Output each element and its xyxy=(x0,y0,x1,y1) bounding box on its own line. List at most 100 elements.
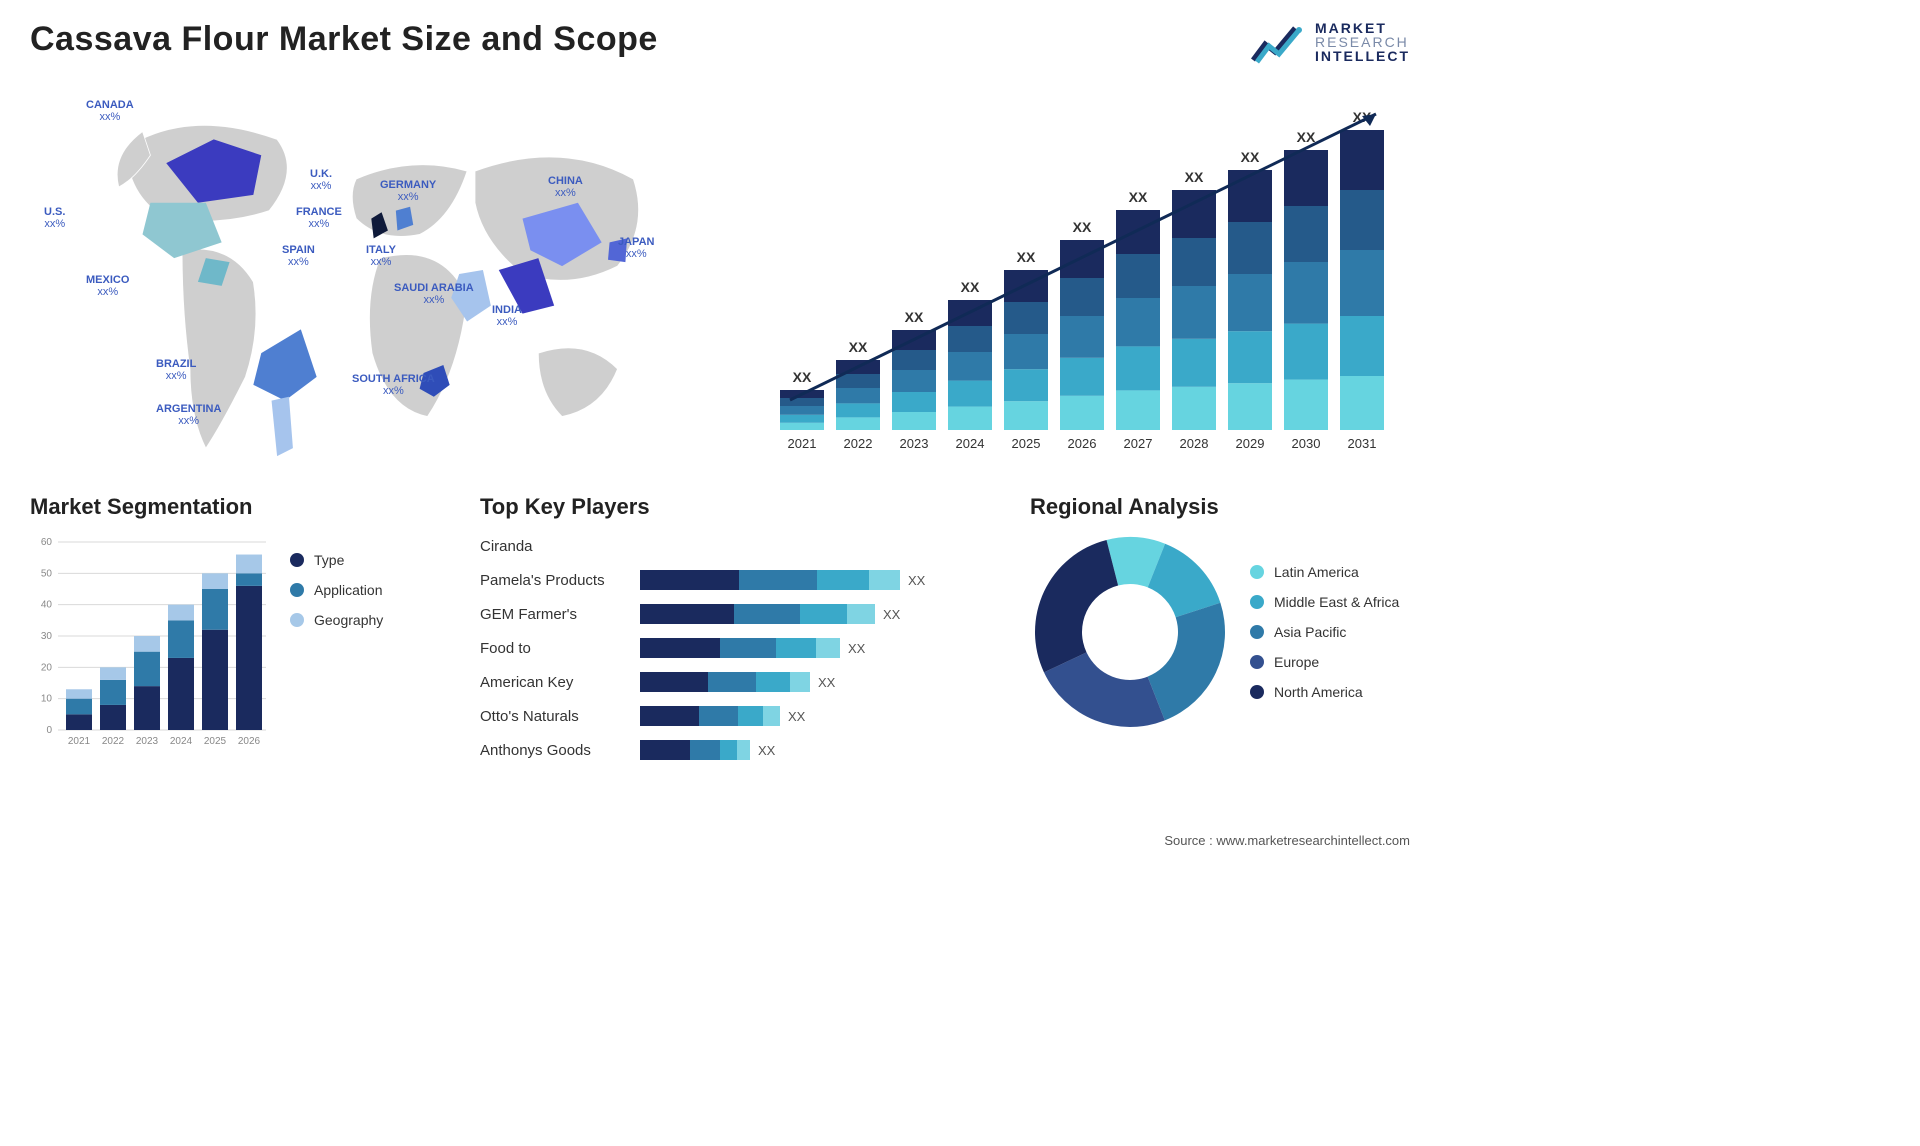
player-bar-wrap: XX xyxy=(640,672,1000,692)
svg-text:XX: XX xyxy=(793,369,812,385)
svg-text:2030: 2030 xyxy=(1292,436,1321,451)
world-map: CANADAxx%U.S.xx%MEXICOxx%BRAZILxx%ARGENT… xyxy=(30,84,730,464)
player-value: XX xyxy=(758,743,775,758)
player-bar xyxy=(640,570,900,590)
legend-item: Geography xyxy=(290,612,383,628)
svg-text:XX: XX xyxy=(1241,149,1260,165)
map-label: INDIAxx% xyxy=(492,304,522,328)
player-bar-segment xyxy=(869,570,900,590)
svg-text:XX: XX xyxy=(849,339,868,355)
player-bar xyxy=(640,740,750,760)
svg-text:2023: 2023 xyxy=(900,436,929,451)
player-name: Pamela's Products xyxy=(480,572,630,589)
player-bar-segment xyxy=(739,570,817,590)
player-bar-segment xyxy=(720,740,737,760)
svg-text:60: 60 xyxy=(41,537,53,548)
player-row: American Key XX xyxy=(480,668,1000,696)
logo-line1: MARKET xyxy=(1315,21,1410,35)
player-bar-segment xyxy=(800,604,847,624)
player-bar-wrap xyxy=(640,536,1000,556)
player-bar-segment xyxy=(763,706,780,726)
legend-swatch xyxy=(1250,625,1264,639)
player-bar xyxy=(640,706,780,726)
legend-swatch xyxy=(290,553,304,567)
map-label: SPAINxx% xyxy=(282,244,315,268)
player-bar-segment xyxy=(640,638,720,658)
regional-legend: Latin America Middle East & Africa Asia Pa… xyxy=(1250,564,1399,700)
legend-item: Asia Pacific xyxy=(1250,624,1399,640)
player-bar-segment xyxy=(738,706,763,726)
segmentation-title: Market Segmentation xyxy=(30,494,450,520)
svg-text:XX: XX xyxy=(1017,249,1036,265)
regional-panel: Regional Analysis Latin AmericaMiddle Ea… xyxy=(1030,494,1410,764)
player-bar-segment xyxy=(737,740,750,760)
svg-text:2028: 2028 xyxy=(1180,436,1209,451)
player-bar-segment xyxy=(776,638,816,658)
svg-text:2024: 2024 xyxy=(956,436,985,451)
player-bar-wrap: XX xyxy=(640,706,1000,726)
legend-item: Application xyxy=(290,582,383,598)
map-label: U.S.xx% xyxy=(44,206,65,230)
svg-text:40: 40 xyxy=(41,600,53,611)
player-bar-segment xyxy=(790,672,810,692)
regional-donut-svg xyxy=(1030,532,1230,732)
page-title: Cassava Flour Market Size and Scope xyxy=(30,20,658,59)
source-label: Source : www.marketresearchintellect.com xyxy=(1164,833,1410,848)
legend-label: Geography xyxy=(314,612,383,628)
players-panel: Top Key Players CirandaPamela's Products… xyxy=(480,494,1000,764)
player-name: GEM Farmer's xyxy=(480,606,630,623)
legend-swatch xyxy=(1250,595,1264,609)
legend-label: Asia Pacific xyxy=(1274,624,1346,640)
legend-label: Application xyxy=(314,582,383,598)
map-label: SOUTH AFRICAxx% xyxy=(352,373,435,397)
svg-text:2029: 2029 xyxy=(1236,436,1265,451)
svg-text:XX: XX xyxy=(1129,189,1148,205)
map-label: CANADAxx% xyxy=(86,99,134,123)
player-bar-segment xyxy=(734,604,800,624)
player-row: GEM Farmer'sXX xyxy=(480,600,1000,628)
legend-item: Middle East & Africa xyxy=(1250,594,1399,610)
map-label: ITALYxx% xyxy=(366,244,396,268)
logo-line3: INTELLECT xyxy=(1315,49,1410,63)
svg-text:2024: 2024 xyxy=(170,736,193,747)
player-bar-segment xyxy=(816,638,840,658)
map-label: FRANCExx% xyxy=(296,206,342,230)
legend-item: Europe xyxy=(1250,654,1399,670)
player-bar-segment xyxy=(720,638,776,658)
player-bar xyxy=(640,604,875,624)
player-value: XX xyxy=(788,709,805,724)
player-bar-wrap: XX xyxy=(640,740,1000,760)
world-map-svg xyxy=(30,84,730,464)
players-title: Top Key Players xyxy=(480,494,1000,520)
player-name: American Key xyxy=(480,674,630,691)
map-label: GERMANYxx% xyxy=(380,179,436,203)
player-bar-segment xyxy=(640,740,690,760)
legend-label: Latin America xyxy=(1274,564,1359,580)
svg-text:20: 20 xyxy=(41,662,53,673)
svg-text:XX: XX xyxy=(905,309,924,325)
svg-text:2021: 2021 xyxy=(788,436,817,451)
svg-text:XX: XX xyxy=(1185,169,1204,185)
player-name: Anthonys Goods xyxy=(480,742,630,759)
legend-swatch xyxy=(1250,565,1264,579)
player-row: Pamela's ProductsXX xyxy=(480,566,1000,594)
legend-item: Type xyxy=(290,552,383,568)
player-bar xyxy=(640,638,840,658)
svg-text:2027: 2027 xyxy=(1124,436,1153,451)
player-bar-segment xyxy=(708,672,756,692)
player-value: XX xyxy=(818,675,835,690)
growth-bar-chart: XX2021XX2022XX2023XX2024XX2025XX2026XX20… xyxy=(770,84,1410,464)
legend-swatch xyxy=(1250,685,1264,699)
svg-text:30: 30 xyxy=(41,631,53,642)
legend-swatch xyxy=(290,583,304,597)
player-bar-wrap: XX xyxy=(640,638,1000,658)
svg-text:XX: XX xyxy=(961,279,980,295)
svg-text:2026: 2026 xyxy=(238,736,261,747)
map-label: MEXICOxx% xyxy=(86,274,129,298)
legend-swatch xyxy=(1250,655,1264,669)
player-value: XX xyxy=(848,641,865,656)
map-label: CHINAxx% xyxy=(548,175,583,199)
svg-text:XX: XX xyxy=(1073,219,1092,235)
svg-text:2025: 2025 xyxy=(204,736,227,747)
svg-text:0: 0 xyxy=(46,725,52,736)
